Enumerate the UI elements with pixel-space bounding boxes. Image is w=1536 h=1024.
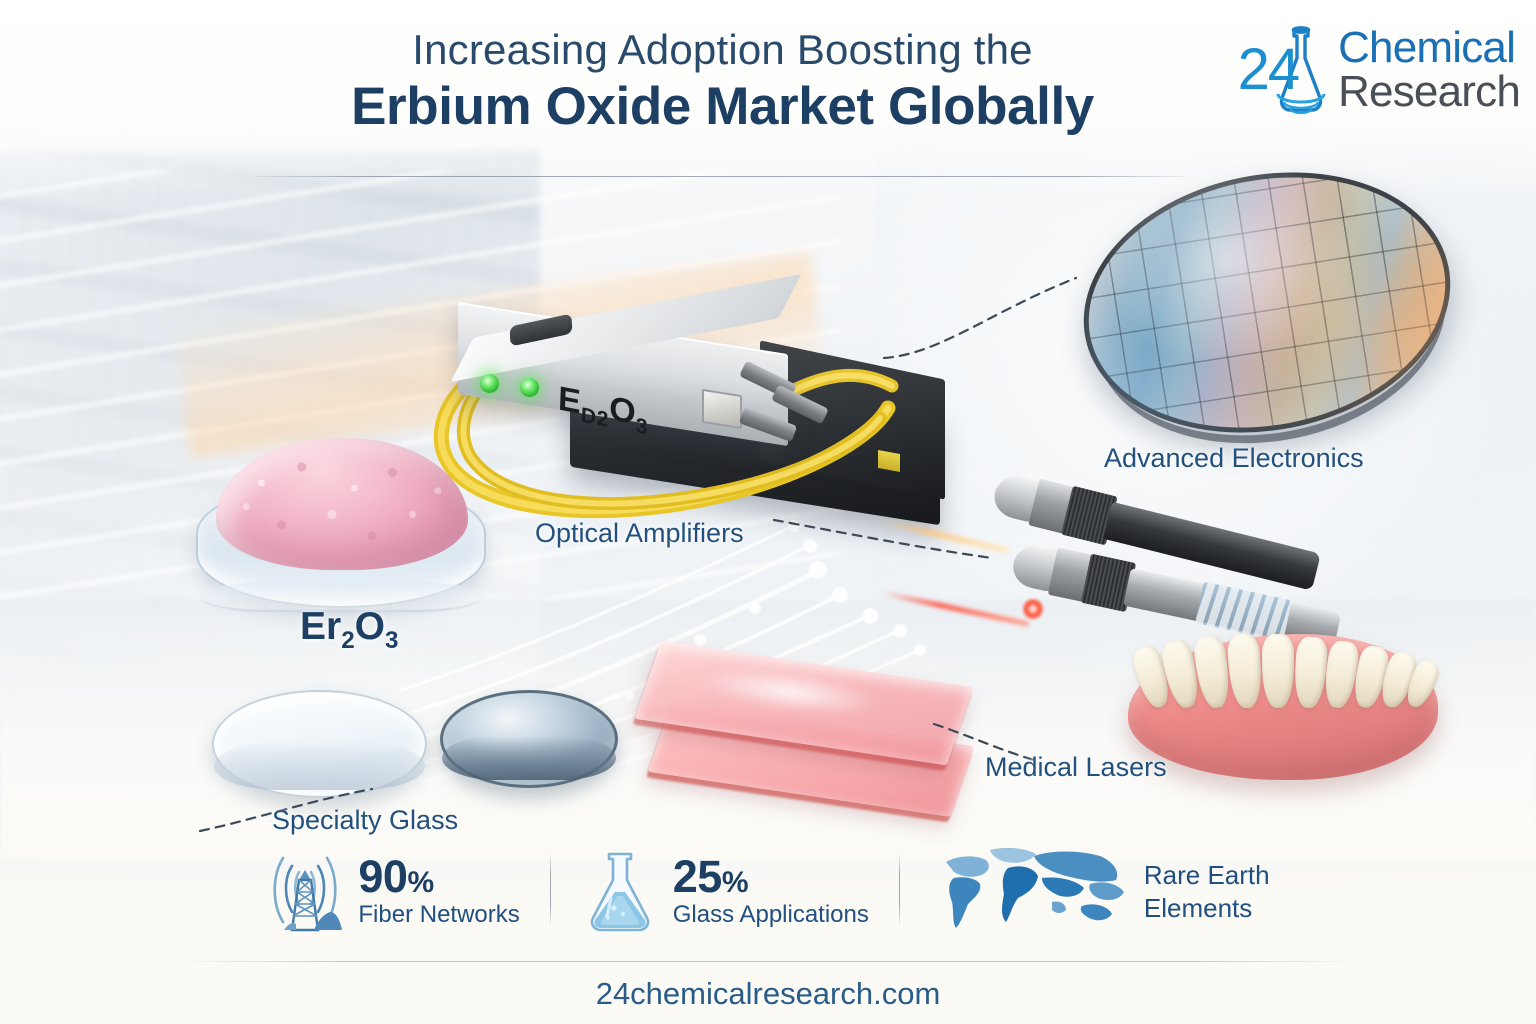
- logo-number: 24: [1237, 37, 1300, 102]
- stat-glass-label: Glass Applications: [672, 900, 869, 928]
- optical-amplifier-module: ED2O3: [410, 273, 970, 526]
- footer-website-url[interactable]: 24chemicalresearch.com: [595, 976, 941, 1011]
- footer-divider: [190, 961, 1346, 962]
- label-advanced-electronics: Advanced Electronics: [1104, 443, 1364, 473]
- status-led-1: [480, 374, 499, 393]
- title-line-1: Increasing Adoption Boosting the: [412, 26, 1033, 73]
- logo-wordmark: Chemical Research: [1338, 23, 1521, 116]
- brand-logo[interactable]: 24 Chemical Research: [1237, 23, 1521, 116]
- stat-glass-text: 25% Glass Applications: [673, 854, 869, 927]
- stat-fiber-label: Fiber Networks: [358, 900, 520, 928]
- logo-word-research: Research: [1338, 67, 1521, 116]
- status-led-2: [520, 378, 539, 397]
- stat-glass-applications: 25% Glass Applications: [551, 846, 899, 934]
- title-line-2: Erbium Oxide Market Globally: [351, 77, 1094, 137]
- stat-rare-earth-elements: Rare Earth Elements: [900, 844, 1300, 936]
- label-medical-lasers: Medical Lasers: [985, 752, 1167, 782]
- stat-glass-value: 25%: [672, 850, 749, 902]
- petri-dish-rim: [200, 582, 482, 612]
- laser-focal-point: [1022, 598, 1044, 620]
- page-title: Increasing Adoption Boosting the Erbium …: [255, 26, 1190, 136]
- label-specialty-glass: Specialty Glass: [272, 805, 459, 835]
- stat-fiber-networks: 90% Fiber Networks: [236, 846, 549, 934]
- pink-powder-mound: [216, 438, 468, 570]
- clear-lens-edge: [214, 742, 425, 790]
- logo-word-chemical: Chemical: [1338, 23, 1516, 72]
- stat-divider-1: [549, 854, 551, 926]
- title-divider: [255, 176, 1185, 177]
- stat-fiber-text: 90% Fiber Networks: [358, 854, 519, 927]
- amplifier-optical-port: [702, 388, 742, 430]
- dental-teeth: [1129, 618, 1443, 711]
- stat-rare-earth-label-2: Elements: [1143, 893, 1253, 923]
- dental-model: [1128, 596, 1443, 781]
- flask-icon: [581, 846, 659, 934]
- stat-rare-earth-text: Rare Earth Elements: [1144, 857, 1270, 923]
- erbium-oxide-powder-dish: [196, 432, 486, 612]
- coated-lens-edge: [442, 736, 616, 780]
- label-compound-formula: Er2O3: [300, 605, 399, 654]
- stats-bar: 90% Fiber Networks 25% Glass Applica: [0, 834, 1536, 946]
- world-map-icon: [930, 844, 1130, 936]
- label-optical-amplifiers: Optical Amplifiers: [535, 518, 744, 548]
- radio-tower-icon: [266, 846, 344, 934]
- powder-texture: [216, 438, 468, 570]
- stat-fiber-value: 90%: [358, 850, 434, 902]
- stat-divider-2: [898, 854, 900, 926]
- background-bottom-band: [0, 834, 1536, 1024]
- stat-rare-earth-label-1: Rare Earth: [1143, 859, 1270, 890]
- flask-icon: [1274, 24, 1328, 116]
